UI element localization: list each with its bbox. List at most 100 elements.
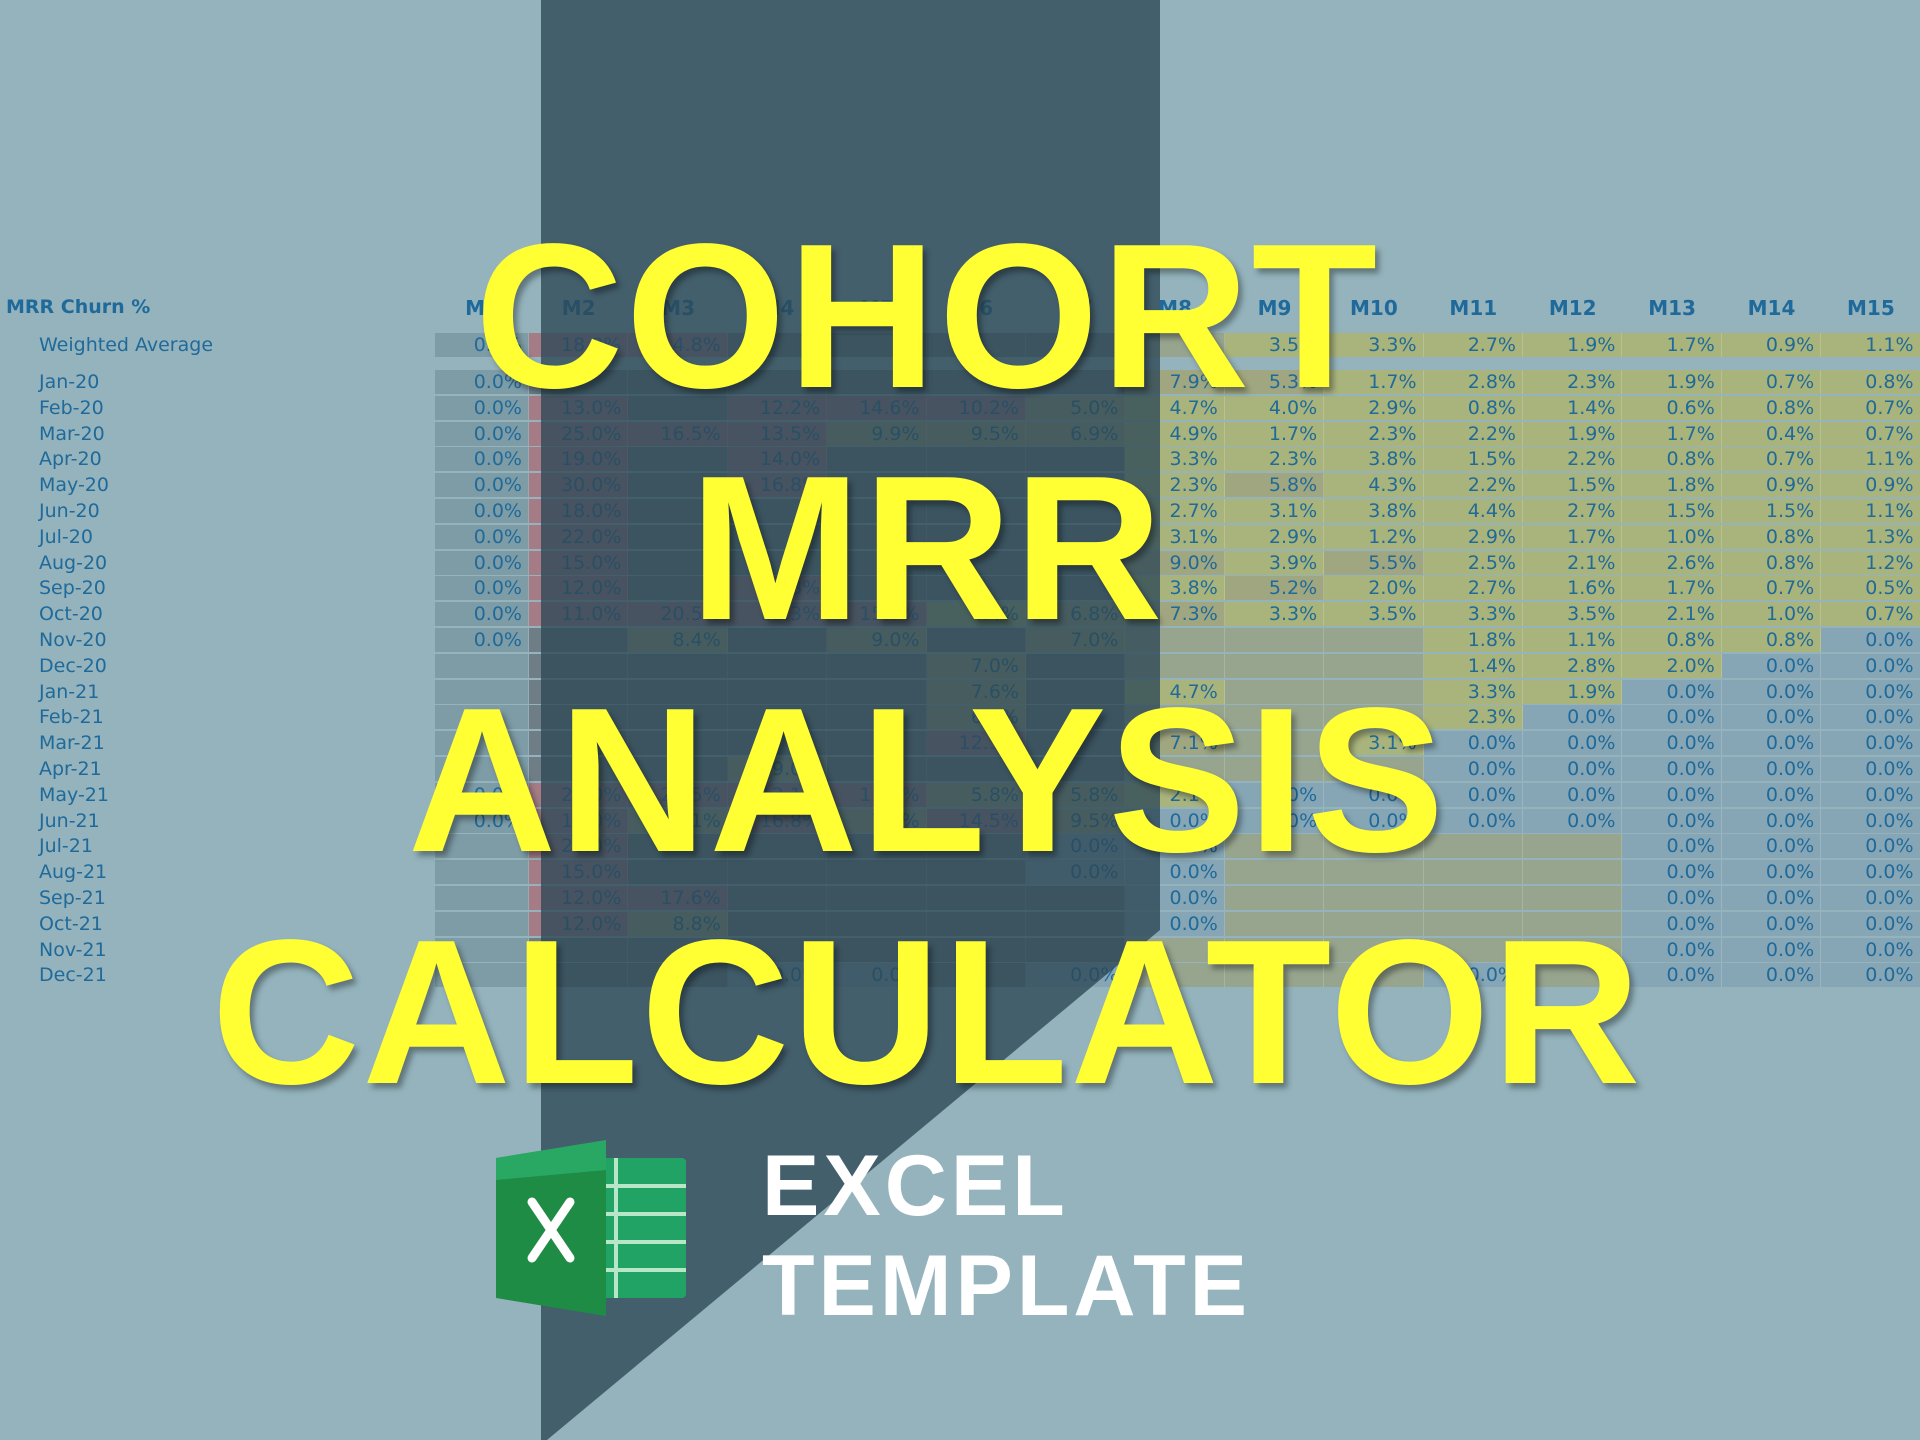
table-cell xyxy=(435,937,529,962)
title-line-3: ANALYSIS xyxy=(407,665,1447,895)
table-cell xyxy=(435,705,529,730)
table-cell: 0.0% xyxy=(1622,705,1722,730)
table-cell: 0.0% xyxy=(1821,679,1920,704)
table-cell: 1.1% xyxy=(1821,499,1920,523)
table-row: Jul-21 xyxy=(39,835,93,858)
table-cell: 0.0% xyxy=(1324,808,1424,833)
table-cell: 2.7% xyxy=(1423,333,1523,357)
table-cell: 0.0% xyxy=(435,395,529,420)
table-cell: 1.6% xyxy=(1523,576,1623,601)
table-cell: 0.0% xyxy=(435,421,529,446)
table-cell xyxy=(435,834,529,859)
table-cell: 0.0% xyxy=(1622,782,1722,807)
table-cell: 0.0% xyxy=(1622,834,1722,859)
table-cell: 0.0% xyxy=(1224,782,1325,807)
table-row: May-21 xyxy=(39,783,109,806)
table-cell: 0.0% xyxy=(1622,731,1722,756)
table-cell: 0.0% xyxy=(435,602,529,627)
table-cell: 0.0% xyxy=(1821,937,1920,962)
table-cell: 0.0% xyxy=(435,808,529,833)
table-cell: 0.8% xyxy=(1721,524,1822,549)
table-cell: 0.0% xyxy=(1523,757,1623,781)
table-cell: 0.9% xyxy=(1721,473,1822,498)
table-cell: 0.0% xyxy=(435,333,529,357)
table-cell xyxy=(435,653,529,678)
table-cell: 0.0% xyxy=(1721,731,1822,756)
table-cell: 0.0% xyxy=(1721,937,1822,962)
table-cell: 0.0% xyxy=(1821,911,1920,936)
table-cell: 2.0% xyxy=(1324,576,1424,601)
table-cell: 0.0% xyxy=(1622,937,1722,962)
table-cell: 0.0% xyxy=(1622,860,1722,885)
table-cell: 0.0% xyxy=(435,447,529,472)
table-cell xyxy=(1224,757,1325,781)
table-cell: 1.4% xyxy=(1523,395,1623,420)
title-line-4: CALCULATOR xyxy=(211,897,1643,1127)
table-row: Feb-20 xyxy=(39,396,104,419)
table-cell: 3.3% xyxy=(1423,679,1523,704)
table-cell: 3.5% xyxy=(1523,602,1623,627)
table-cell: 0.0% xyxy=(1423,808,1523,833)
table-cell: 5.2% xyxy=(1224,576,1325,601)
table-cell: 0.0% xyxy=(1423,731,1523,756)
table-cell: 0.8% xyxy=(1721,395,1822,420)
table-cell: 1.5% xyxy=(1721,499,1822,523)
table-cell xyxy=(1324,886,1424,910)
table-cell: 0.0% xyxy=(1721,679,1822,704)
table-cell xyxy=(1324,937,1424,962)
table-cell xyxy=(435,963,529,988)
table-row: May-20 xyxy=(39,474,109,497)
table-cell xyxy=(1324,963,1424,988)
table-cell: 5.8% xyxy=(1224,473,1325,498)
table-cell xyxy=(435,679,529,704)
table-cell: 1.9% xyxy=(1622,370,1722,394)
table-cell xyxy=(1324,653,1424,678)
table-cell: 3.5% xyxy=(1324,602,1424,627)
table-cell: 1.2% xyxy=(1324,524,1424,549)
table-cell: 3.8% xyxy=(1324,447,1424,472)
table-cell: 0.7% xyxy=(1821,602,1920,627)
table-row: Jul-20 xyxy=(39,525,93,548)
table-cell: 1.1% xyxy=(1821,333,1920,357)
table-cell: 2.2% xyxy=(1523,447,1623,472)
column-header: M9 xyxy=(1257,296,1292,320)
table-cell: 0.0% xyxy=(1821,757,1920,781)
table-cell: 2.1% xyxy=(1622,602,1722,627)
table-cell: 0.0% xyxy=(1423,757,1523,781)
table-cell xyxy=(1324,860,1424,885)
table-row: Mar-21 xyxy=(39,732,105,755)
table-cell: 3.5% xyxy=(1224,333,1325,357)
table-row: Apr-20 xyxy=(39,448,102,471)
table-cell: 2.8% xyxy=(1523,653,1623,678)
table-cell: 0.0% xyxy=(1721,886,1822,910)
table-cell: 1.9% xyxy=(1523,421,1623,446)
table-cell: 0.0% xyxy=(1622,911,1722,936)
table-cell: 0.0% xyxy=(1523,731,1623,756)
table-row: Feb-21 xyxy=(39,706,104,729)
table-cell: 0.4% xyxy=(1721,421,1822,446)
table-cell: 0.8% xyxy=(1821,370,1920,394)
table-cell: 0.0% xyxy=(1821,731,1920,756)
table-cell xyxy=(1324,705,1424,730)
table-cell xyxy=(1523,963,1623,988)
table-cell: 3.9% xyxy=(1224,550,1325,575)
table-cell: 1.7% xyxy=(1622,421,1722,446)
table-cell xyxy=(1324,679,1424,704)
table-cell: 0.7% xyxy=(1721,447,1822,472)
table-cell: 0.0% xyxy=(1721,860,1822,885)
table-cell xyxy=(1523,911,1623,936)
table-cell: 1.9% xyxy=(1523,679,1623,704)
table-cell: 0.0% xyxy=(1721,911,1822,936)
table-cell: 0.7% xyxy=(1721,576,1822,601)
table-cell: 0.0% xyxy=(435,576,529,601)
table-cell: 1.0% xyxy=(1721,602,1822,627)
table-cell xyxy=(1324,834,1424,859)
table-cell xyxy=(1224,886,1325,910)
table-cell: 1.5% xyxy=(1622,499,1722,523)
table-cell: 1.9% xyxy=(1523,333,1623,357)
column-header: M11 xyxy=(1449,296,1498,320)
excel-label: EXCEL xyxy=(762,1138,1069,1234)
table-row: Nov-20 xyxy=(39,629,107,651)
table-cell: 0.0% xyxy=(1523,705,1623,730)
table-cell: 0.6% xyxy=(1622,395,1722,420)
